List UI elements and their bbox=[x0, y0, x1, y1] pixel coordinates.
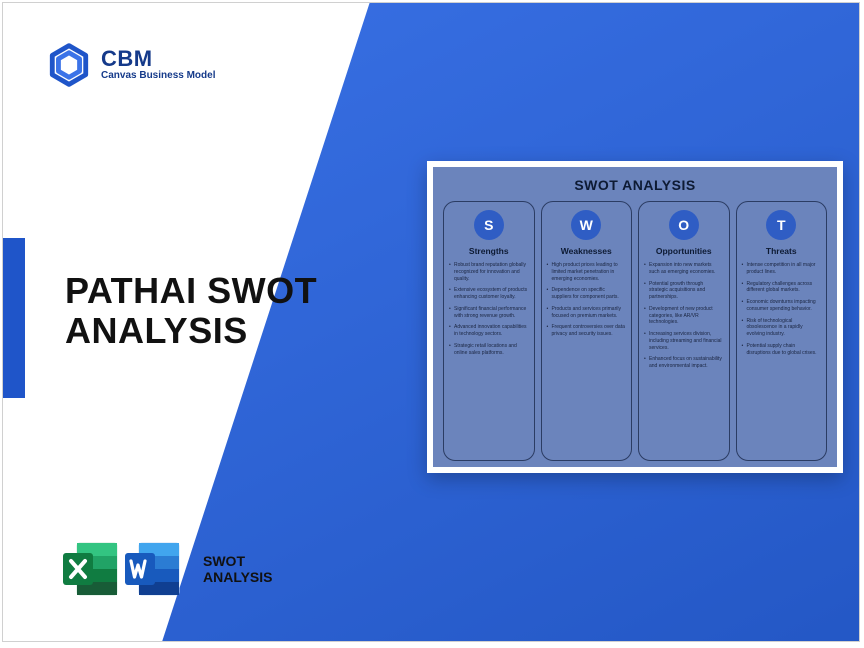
brand-logo-text: CBM Canvas Business Model bbox=[101, 48, 215, 82]
brand-logo: CBM Canvas Business Model bbox=[47, 43, 215, 87]
swot-col-threats: T Threats Intense competition in all maj… bbox=[736, 201, 828, 461]
list-item: Economic downturns impacting consumer sp… bbox=[743, 299, 821, 313]
list-item: Regulatory challenges across different g… bbox=[743, 281, 821, 295]
list-item: Intense competition in all major product… bbox=[743, 262, 821, 276]
list-item: Enhanced focus on sustainability and env… bbox=[645, 356, 723, 370]
swot-preview-card: SWOT ANALYSIS S Strengths Robust brand r… bbox=[427, 161, 843, 473]
swot-columns: S Strengths Robust brand reputation glob… bbox=[443, 201, 827, 461]
swot-col-strengths: S Strengths Robust brand reputation glob… bbox=[443, 201, 535, 461]
list-item: High product prices leading to limited m… bbox=[548, 262, 626, 282]
list-item: Potential growth through strategic acqui… bbox=[645, 281, 723, 301]
list-item: Products and services primarily focused … bbox=[548, 306, 626, 320]
swot-badge-w: W bbox=[571, 210, 601, 240]
file-type-icons: SWOT ANALYSIS bbox=[59, 537, 273, 601]
list-item: Expansion into new markets such as emerg… bbox=[645, 262, 723, 276]
list-item: Development of new product categories, l… bbox=[645, 306, 723, 326]
accent-bar bbox=[3, 238, 25, 398]
list-item: Potential supply chain disruptions due t… bbox=[743, 343, 821, 357]
brand-name: CBM bbox=[101, 48, 215, 70]
icons-label: SWOT ANALYSIS bbox=[203, 553, 273, 585]
icons-label-line-1: SWOT bbox=[203, 553, 245, 569]
swot-col-opportunities: O Opportunities Expansion into new marke… bbox=[638, 201, 730, 461]
page-title: PATHAI SWOT ANALYSIS bbox=[65, 271, 317, 352]
swot-name-strengths: Strengths bbox=[469, 246, 509, 256]
swot-name-threats: Threats bbox=[766, 246, 797, 256]
excel-icon bbox=[59, 537, 123, 601]
list-item: Risk of technological obsolescence in a … bbox=[743, 318, 821, 338]
swot-badge-s: S bbox=[474, 210, 504, 240]
word-icon bbox=[121, 537, 185, 601]
brand-logo-icon bbox=[47, 43, 91, 87]
swot-badge-t: T bbox=[766, 210, 796, 240]
list-item: Extensive ecosystem of products enhancin… bbox=[450, 287, 528, 301]
list-item: Frequent controversies over data privacy… bbox=[548, 324, 626, 338]
swot-col-weaknesses: W Weaknesses High product prices leading… bbox=[541, 201, 633, 461]
title-line-1: PATHAI SWOT bbox=[65, 270, 317, 311]
brand-tagline: Canvas Business Model bbox=[101, 70, 215, 82]
swot-items-threats: Intense competition in all major product… bbox=[743, 262, 821, 361]
icons-label-line-2: ANALYSIS bbox=[203, 569, 273, 585]
swot-name-weaknesses: Weaknesses bbox=[561, 246, 612, 256]
list-item: Strategic retail locations and online sa… bbox=[450, 343, 528, 357]
list-item: Increasing services division, including … bbox=[645, 331, 723, 351]
swot-badge-o: O bbox=[669, 210, 699, 240]
title-line-2: ANALYSIS bbox=[65, 310, 248, 351]
swot-items-weaknesses: High product prices leading to limited m… bbox=[548, 262, 626, 343]
page-frame: CBM Canvas Business Model PATHAI SWOT AN… bbox=[2, 2, 860, 642]
swot-items-strengths: Robust brand reputation globally recogni… bbox=[450, 262, 528, 361]
swot-name-opportunities: Opportunities bbox=[656, 246, 712, 256]
list-item: Advanced innovation capabilities in tech… bbox=[450, 324, 528, 338]
swot-heading: SWOT ANALYSIS bbox=[443, 177, 827, 193]
list-item: Dependence on specific suppliers for com… bbox=[548, 287, 626, 301]
list-item: Significant financial performance with s… bbox=[450, 306, 528, 320]
swot-items-opportunities: Expansion into new markets such as emerg… bbox=[645, 262, 723, 375]
list-item: Robust brand reputation globally recogni… bbox=[450, 262, 528, 282]
